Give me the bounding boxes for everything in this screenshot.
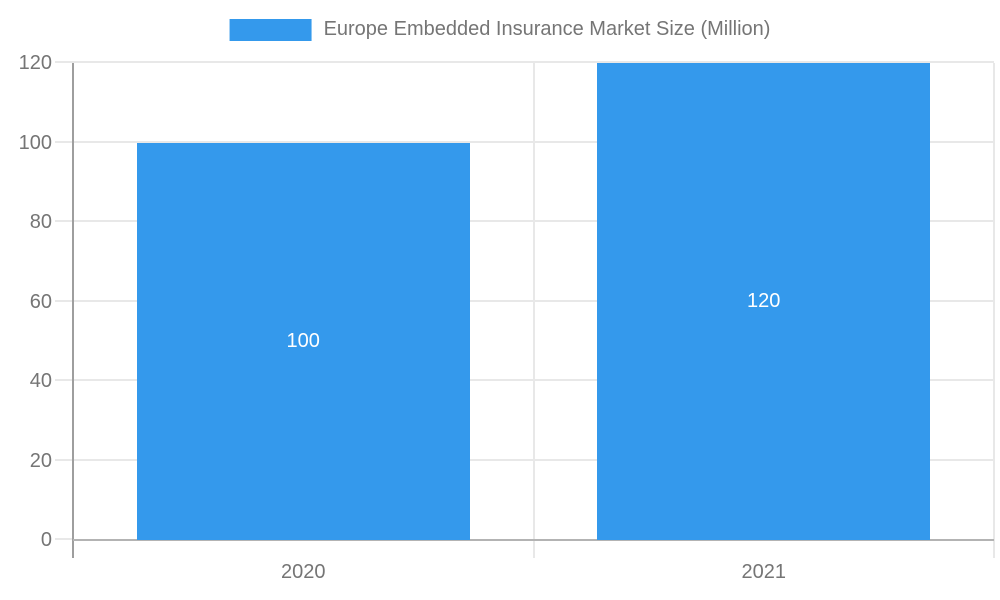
y-axis-label-0: 0 xyxy=(40,529,52,551)
y-tick-20 xyxy=(55,458,73,461)
x-axis-label-2020: 2020 xyxy=(281,561,326,583)
legend-swatch-icon xyxy=(229,18,312,41)
bar-value-label-2021: 120 xyxy=(747,290,781,312)
y-axis-line xyxy=(72,63,74,558)
y-tick-80 xyxy=(55,220,73,223)
x-boundary-line-1 xyxy=(532,63,535,558)
y-axis-label-100: 100 xyxy=(18,131,52,154)
y-tick-0 xyxy=(55,538,73,540)
y-axis-label-120: 120 xyxy=(18,52,52,74)
x-axis-line xyxy=(73,539,994,541)
y-tick-100 xyxy=(55,140,73,143)
plot-right-border xyxy=(993,63,995,558)
chart-legend[interactable]: Europe Embedded Insurance Market Size (M… xyxy=(229,18,771,41)
y-tick-40 xyxy=(55,379,73,382)
bar-2020[interactable]: 100 xyxy=(136,142,470,540)
x-axis-label-2021: 2021 xyxy=(741,561,787,583)
y-axis-label-40: 40 xyxy=(29,370,52,393)
bar-2021[interactable]: 120 xyxy=(597,63,931,540)
y-tick-120 xyxy=(55,61,73,63)
legend-label: Europe Embedded Insurance Market Size (M… xyxy=(323,18,771,40)
y-gridline-120 xyxy=(73,61,994,63)
y-axis-label-60: 60 xyxy=(29,290,52,313)
plot-area: 0 20 40 60 80 100 120 100 2020 120 2021 xyxy=(19,53,995,583)
y-axis-label-20: 20 xyxy=(29,449,52,472)
y-axis-label-80: 80 xyxy=(29,211,52,234)
y-tick-60 xyxy=(55,299,73,302)
bar-value-label-2020: 100 xyxy=(286,329,320,352)
